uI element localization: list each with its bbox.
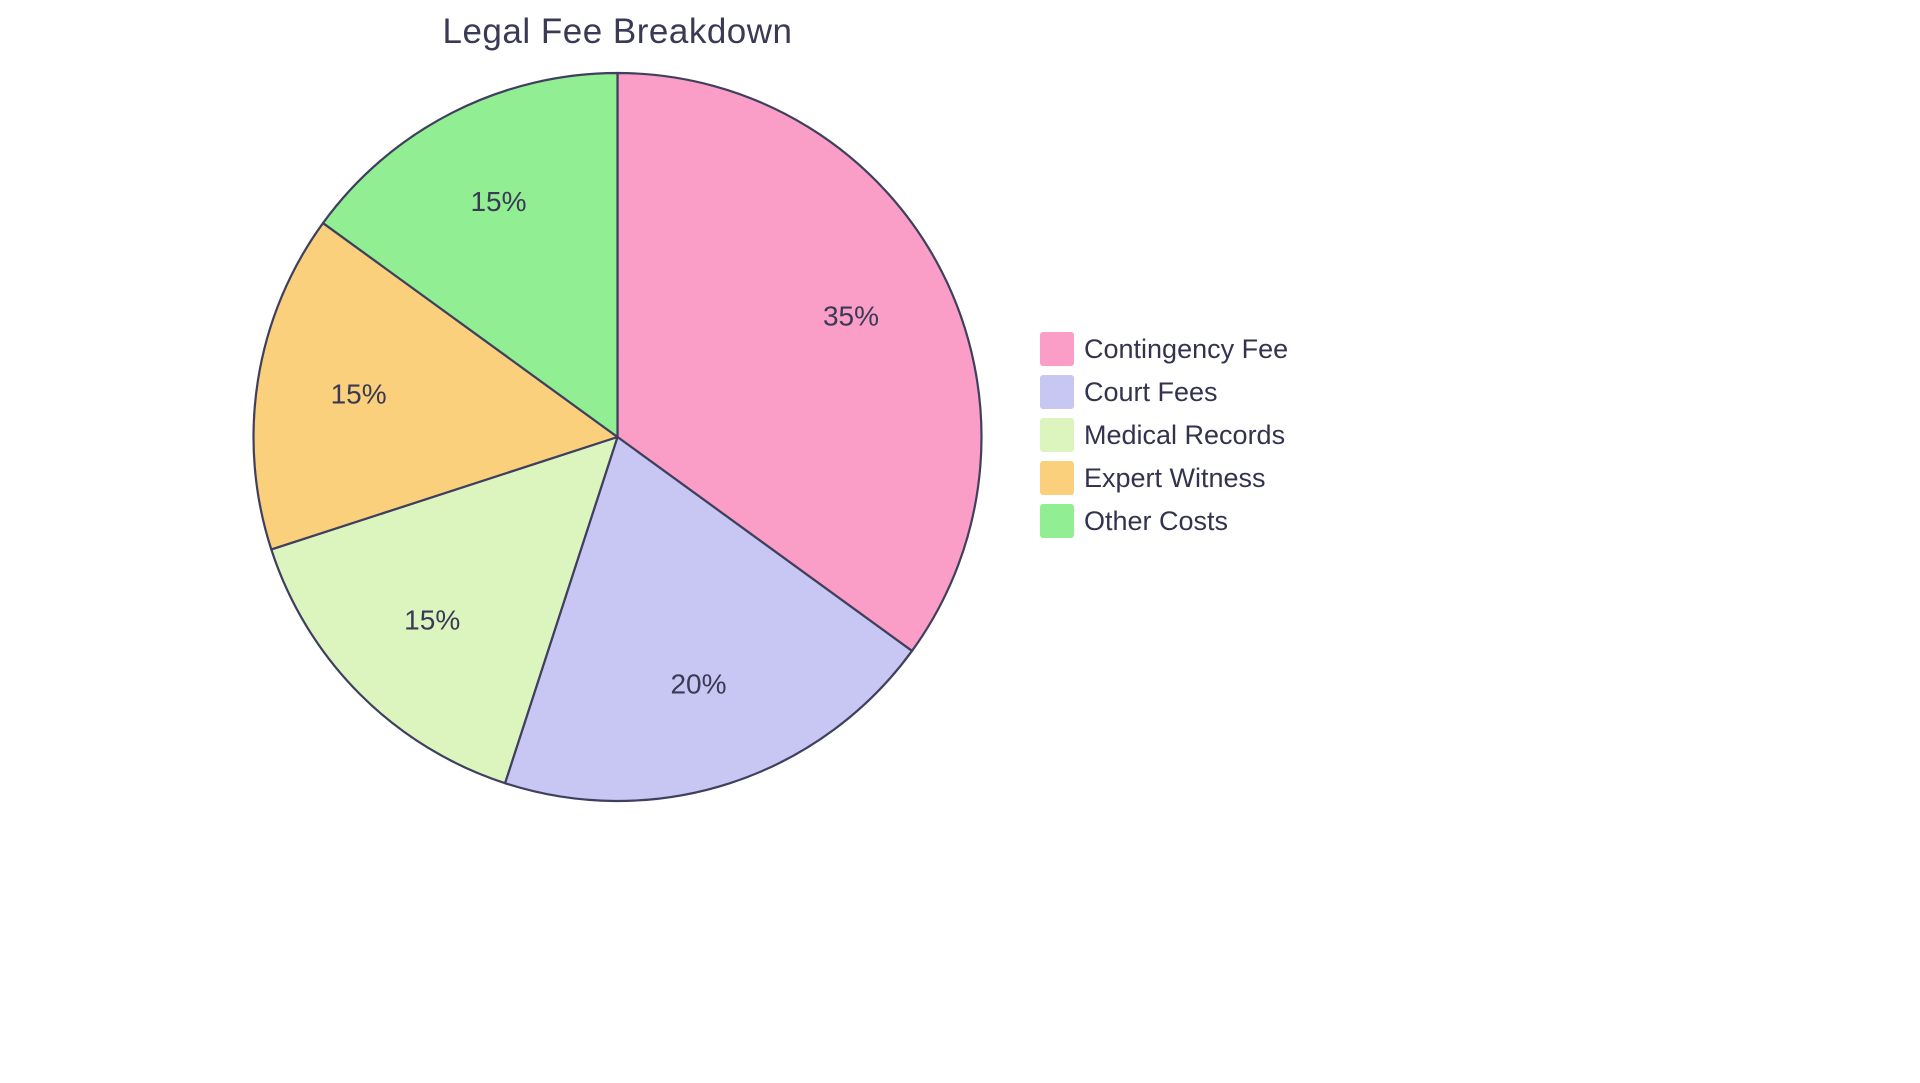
slice-label-contingency-fee: 35% <box>823 300 879 331</box>
legend-swatch-other-costs <box>1040 504 1074 538</box>
legend-label-expert-witness: Expert Witness <box>1084 462 1266 493</box>
pie-slice-contingency-fee <box>616 71 983 653</box>
legend: Contingency Fee Court Fees Medical Records… <box>1040 332 1288 538</box>
slice-label-expert-witness: 15% <box>331 378 387 409</box>
legend-label-medical-records: Medical Records <box>1084 419 1286 450</box>
legend-item-medical-records: Medical Records <box>1040 418 1288 452</box>
legend-item-other-costs: Other Costs <box>1040 504 1288 538</box>
slice-label-medical-records: 15% <box>404 605 460 636</box>
pie-slice-court-fees <box>503 435 914 803</box>
legend-item-court-fees: Court Fees <box>1040 375 1288 409</box>
legend-swatch-medical-records <box>1040 418 1074 452</box>
legend-swatch-court-fees <box>1040 375 1074 409</box>
legend-item-contingency-fee: Contingency Fee <box>1040 332 1288 366</box>
chart-title: Legal Fee Breakdown <box>442 12 793 51</box>
pie-slice-medical-records <box>270 435 619 785</box>
pie-slice-other-costs <box>321 71 619 439</box>
legend-label-court-fees: Court Fees <box>1084 376 1218 407</box>
slice-label-other-costs: 15% <box>470 186 526 217</box>
legend-label-other-costs: Other Costs <box>1084 505 1229 536</box>
pie-slice-expert-witness <box>252 221 619 551</box>
legend-swatch-contingency-fee <box>1040 332 1074 366</box>
legend-label-contingency-fee: Contingency Fee <box>1084 333 1289 364</box>
slice-label-court-fees: 20% <box>670 669 726 700</box>
legend-swatch-expert-witness <box>1040 461 1074 495</box>
legend-item-expert-witness: Expert Witness <box>1040 461 1288 495</box>
